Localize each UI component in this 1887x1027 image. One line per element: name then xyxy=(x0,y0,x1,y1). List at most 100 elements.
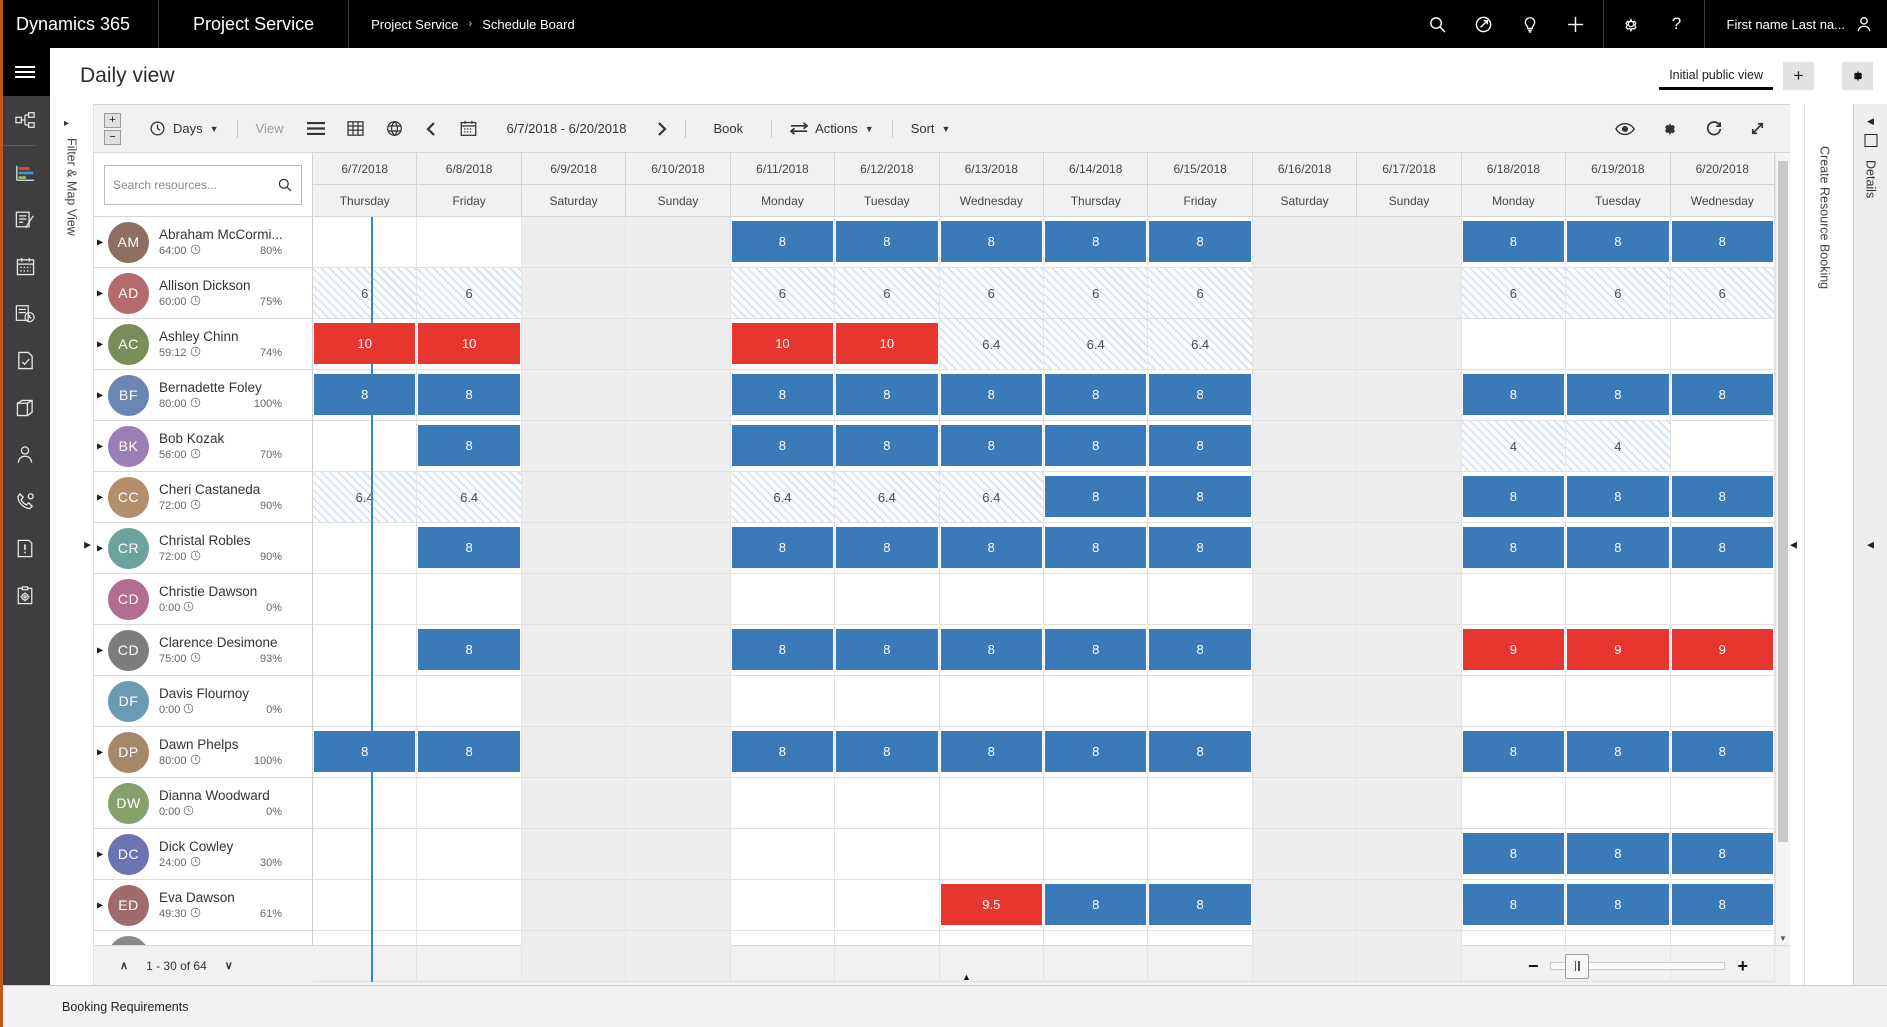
booking-bar-booked[interactable]: 8 xyxy=(1045,374,1147,415)
booking-cell-empty[interactable] xyxy=(417,217,522,268)
booking-cell-nonworking[interactable] xyxy=(1357,319,1462,370)
booking-cell-booked[interactable]: 8 xyxy=(1461,472,1567,523)
booking-bar-booked[interactable]: 8 xyxy=(731,374,834,415)
hamburger-menu-icon[interactable] xyxy=(0,48,50,96)
expand-resource-icon[interactable]: ▶ xyxy=(97,900,104,910)
booking-cell-empty[interactable] xyxy=(1670,319,1775,370)
booking-bar-booked[interactable]: 8 xyxy=(1567,731,1669,772)
booking-bar-booked[interactable]: 8 xyxy=(1149,476,1251,517)
search-icon[interactable] xyxy=(1415,0,1461,48)
booking-cell-empty[interactable] xyxy=(939,931,1044,982)
booking-cell-empty[interactable] xyxy=(313,829,418,880)
booking-bar-booked[interactable]: 8 xyxy=(1462,731,1565,772)
booking-cell-empty[interactable] xyxy=(1566,676,1671,727)
booking-bar-booked[interactable]: 8 xyxy=(1462,374,1565,415)
expand-resource-icon[interactable]: ▶ xyxy=(97,339,104,349)
booking-bar-booked[interactable]: 8 xyxy=(940,527,1042,568)
booking-cell-booked[interactable]: 8 xyxy=(1566,880,1671,931)
expand-rows-button[interactable]: + xyxy=(104,112,121,128)
booking-cell-empty[interactable] xyxy=(1044,574,1149,625)
booking-cell-empty[interactable] xyxy=(1566,778,1671,829)
booking-bar-booked[interactable]: 8 xyxy=(1149,527,1251,568)
booking-bar-booked[interactable]: 8 xyxy=(1045,527,1147,568)
refresh-icon[interactable] xyxy=(1695,114,1733,144)
booking-cell-nonworking[interactable] xyxy=(626,217,731,268)
create-resource-booking-panel[interactable]: ◀ Create Resource Booking xyxy=(1790,104,1844,985)
resource-row[interactable]: ▶ DP Dawn Phelps 80:00 100% xyxy=(94,727,312,778)
booking-cell-nonworking[interactable] xyxy=(1357,931,1462,982)
booking-cell-empty[interactable] xyxy=(939,829,1044,880)
booking-bar-overbooked[interactable]: 9.5 xyxy=(940,884,1042,925)
list-view-icon[interactable] xyxy=(298,114,334,144)
booking-cell-nonworking[interactable] xyxy=(1252,778,1358,829)
booking-cell-partial[interactable]: 6.4 xyxy=(1044,319,1149,370)
booking-bar-booked[interactable]: 8 xyxy=(1149,425,1251,466)
booking-cell-overbooked[interactable]: 10 xyxy=(730,319,836,370)
booking-cell-empty[interactable] xyxy=(1461,676,1567,727)
booking-cell-empty[interactable] xyxy=(1670,421,1775,472)
booking-cell-nonworking[interactable] xyxy=(626,727,731,778)
resource-row[interactable] xyxy=(94,931,312,945)
resource-row[interactable]: ▶ AM Abraham McCormi... 64:00 80% xyxy=(94,217,312,268)
booking-cell-booked[interactable]: 8 xyxy=(1148,727,1253,778)
booking-cell-nonworking[interactable] xyxy=(626,829,731,880)
booking-bar-booked[interactable]: 8 xyxy=(836,425,938,466)
resource-row[interactable]: DW Dianna Woodward 0:00 0% xyxy=(94,778,312,829)
sidebar-item-notes-icon[interactable] xyxy=(0,196,50,243)
booking-cell-empty[interactable] xyxy=(313,778,418,829)
booking-cell-empty[interactable] xyxy=(1670,931,1775,982)
booking-cell-empty[interactable] xyxy=(1566,574,1671,625)
book-button[interactable]: Book xyxy=(713,121,744,136)
tab-initial-public-view[interactable]: Initial public view xyxy=(1659,62,1773,90)
booking-cell-partial[interactable]: 6 xyxy=(1461,268,1567,319)
resource-row[interactable]: ▶ DC Dick Cowley 24:00 30% xyxy=(94,829,312,880)
booking-bar-booked[interactable]: 8 xyxy=(836,731,938,772)
booking-cell-empty[interactable] xyxy=(1461,931,1567,982)
booking-cell-nonworking[interactable] xyxy=(1357,217,1462,268)
booking-cell-empty[interactable] xyxy=(1148,778,1253,829)
booking-cell-empty[interactable] xyxy=(835,676,940,727)
booking-cell-partial[interactable]: 6.4 xyxy=(417,472,522,523)
booking-cell-nonworking[interactable] xyxy=(521,676,627,727)
booking-cell-empty[interactable] xyxy=(417,676,522,727)
booking-bar-booked[interactable]: 8 xyxy=(1149,731,1251,772)
booking-cell-nonworking[interactable] xyxy=(626,778,731,829)
booking-cell-booked[interactable]: 8 xyxy=(1044,421,1149,472)
user-menu[interactable]: First name Last na... xyxy=(1709,15,1887,33)
booking-cell-empty[interactable] xyxy=(939,778,1044,829)
booking-bar-booked[interactable]: 8 xyxy=(418,374,520,415)
booking-cell-nonworking[interactable] xyxy=(521,472,627,523)
booking-cell-booked[interactable]: 8 xyxy=(1670,727,1775,778)
booking-bar-booked[interactable]: 8 xyxy=(314,374,416,415)
resource-row[interactable]: ▶ BF Bernadette Foley 80:00 100% xyxy=(94,370,312,421)
booking-cell-booked[interactable]: 8 xyxy=(1461,370,1567,421)
booking-cell-booked[interactable]: 8 xyxy=(1461,880,1567,931)
booking-cell-booked[interactable]: 8 xyxy=(1044,523,1149,574)
search-input[interactable] xyxy=(113,177,277,192)
booking-bar-booked[interactable]: 8 xyxy=(940,425,1042,466)
booking-bar-overbooked[interactable]: 10 xyxy=(418,323,520,364)
booking-cell-booked[interactable]: 8 xyxy=(1670,217,1775,268)
booking-bar-overbooked[interactable]: 9 xyxy=(1671,629,1773,670)
booking-bar-booked[interactable]: 8 xyxy=(1045,425,1147,466)
booking-bar-overbooked[interactable]: 9 xyxy=(1462,629,1565,670)
board-settings-button[interactable] xyxy=(1842,62,1873,90)
booking-cell-booked[interactable]: 8 xyxy=(835,523,940,574)
booking-cell-empty[interactable] xyxy=(1461,319,1567,370)
booking-bar-booked[interactable]: 8 xyxy=(1671,833,1773,874)
booking-cell-nonworking[interactable] xyxy=(1252,472,1358,523)
booking-cell-nonworking[interactable] xyxy=(626,421,731,472)
booking-cell-partial[interactable]: 6 xyxy=(730,268,836,319)
expand-resource-icon[interactable]: ▶ xyxy=(97,747,104,757)
booking-cell-booked[interactable]: 8 xyxy=(1566,472,1671,523)
booking-cell-empty[interactable] xyxy=(835,829,940,880)
booking-bar-booked[interactable]: 8 xyxy=(1149,221,1251,262)
booking-cell-booked[interactable]: 8 xyxy=(417,727,522,778)
booking-cell-empty[interactable] xyxy=(1148,829,1253,880)
booking-cell-empty[interactable] xyxy=(835,574,940,625)
booking-cell-nonworking[interactable] xyxy=(1252,370,1358,421)
booking-cell-booked[interactable]: 8 xyxy=(1148,472,1253,523)
booking-bar-booked[interactable]: 8 xyxy=(1462,221,1565,262)
scale-dropdown[interactable]: Days ▼ xyxy=(139,114,229,144)
booking-cell-nonworking[interactable] xyxy=(1252,931,1358,982)
